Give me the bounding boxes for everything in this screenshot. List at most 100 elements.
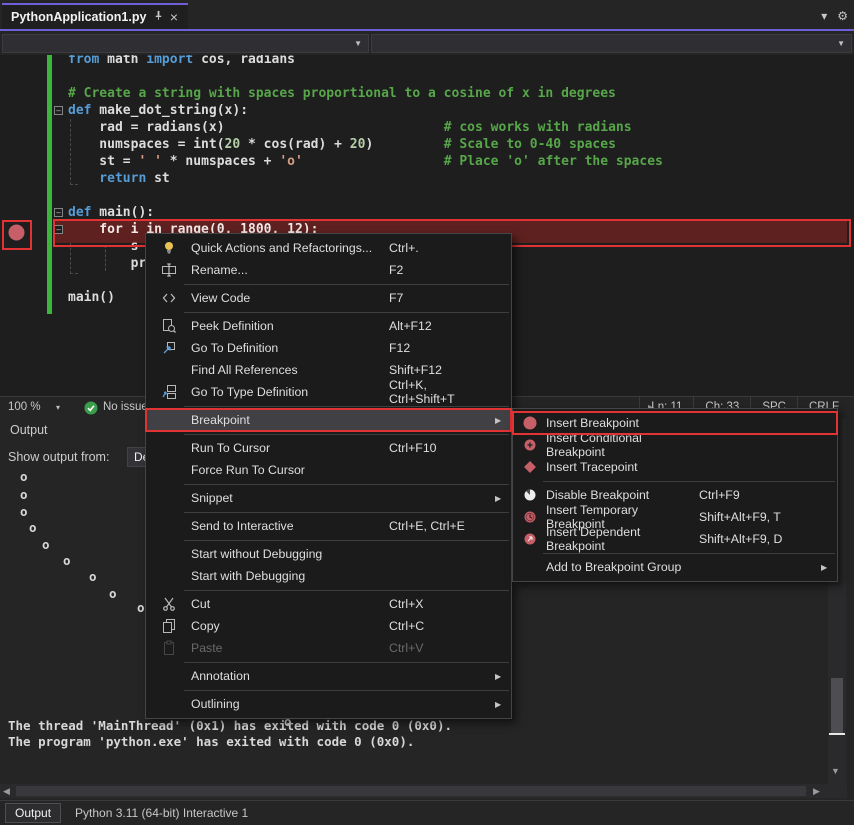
dependent-breakpoint-icon — [513, 531, 546, 547]
menu-item-label: Insert Temporary Breakpoint — [546, 503, 639, 531]
menu-item-peek-definition[interactable]: Peek Definition Alt+F12 — [146, 315, 511, 337]
settings-gear-icon[interactable]: ⚙ — [837, 9, 848, 23]
breakpoint-glyph[interactable] — [8, 224, 25, 241]
document-tab[interactable]: PythonApplication1.py × — [2, 3, 188, 29]
log-line: The thread 'MainThread' (0x1) has exited… — [8, 718, 453, 733]
menu-item-go-to-definition[interactable]: Go To Definition F12 — [146, 337, 511, 359]
submenu-arrow-icon: ▶ — [495, 699, 502, 709]
view-code-icon — [146, 290, 191, 306]
code-line: # Create a string with spaces proportion… — [68, 86, 616, 101]
outline-collapse-icon[interactable]: – — [54, 106, 63, 115]
menu-item-copy[interactable]: Copy Ctrl+C — [146, 615, 511, 637]
menu-item-rename[interactable]: Rename... F2 — [146, 259, 511, 281]
chevron-down-icon[interactable]: ▾ — [56, 403, 61, 412]
menu-item-label: View Code — [191, 291, 251, 305]
rename-icon — [146, 262, 191, 278]
indent-guide — [70, 273, 78, 274]
output-wave-char: o — [109, 586, 117, 601]
tab-python-interactive[interactable]: Python 3.11 (64-bit) Interactive 1 — [75, 806, 249, 820]
document-tab-strip: PythonApplication1.py × ▾ ⚙ — [0, 0, 854, 29]
menu-item-view-code[interactable]: View Code F7 — [146, 287, 511, 309]
code-line: pr — [68, 256, 147, 271]
tab-strip-controls: ▾ ⚙ — [821, 9, 848, 23]
menu-separator — [184, 433, 509, 435]
menu-item-snippet[interactable]: Snippet ▶ — [146, 487, 511, 509]
menu-item-annotation[interactable]: Annotation ▶ — [146, 665, 511, 687]
output-wave-char: o — [284, 714, 292, 729]
scroll-right-icon[interactable]: ▶ — [648, 403, 654, 412]
code-line: def main(): — [68, 205, 155, 220]
pin-icon[interactable] — [150, 8, 166, 26]
scroll-right-icon[interactable]: ▶ — [813, 786, 820, 796]
nav-type-dropdown[interactable]: ▼ — [2, 34, 369, 53]
outline-collapse-icon[interactable]: – — [54, 208, 63, 217]
editor-context-menu: Quick Actions and Refactorings... Ctrl+. R… — [145, 233, 512, 719]
output-horizontal-scrollbar[interactable]: ◀ ▶ — [0, 784, 847, 798]
paste-icon — [146, 640, 191, 656]
menu-item-send-to-interactive[interactable]: Send to Interactive Ctrl+E, Ctrl+E — [146, 515, 511, 537]
menu-item-cut[interactable]: Cut Ctrl+X — [146, 593, 511, 615]
output-log: The thread 'MainThread' (0x1) has exited… — [8, 718, 452, 750]
submenu-item-insert-breakpoint[interactable]: Insert Breakpoint — [512, 411, 838, 435]
submenu-item-insert-dependent-breakpoint[interactable]: Insert Dependent Breakpoint Shift+Alt+F9,… — [513, 525, 837, 553]
menu-item-label: Force Run To Cursor — [191, 463, 305, 477]
peek-definition-icon — [146, 318, 191, 334]
tab-list-chevron-icon[interactable]: ▾ — [821, 9, 828, 23]
submenu-arrow-icon: ▶ — [821, 562, 828, 572]
submenu-arrow-icon: ▶ — [495, 671, 502, 681]
annotation-breakpoint-glyph — [2, 220, 32, 250]
chevron-down-icon: ▼ — [837, 39, 845, 48]
menu-item-label: Go To Definition — [191, 341, 279, 355]
menu-item-start-without-debugging[interactable]: Start without Debugging — [146, 543, 511, 565]
menu-item-shortcut: Ctrl+F10 — [389, 441, 437, 455]
scrollbar-thumb[interactable] — [831, 678, 843, 733]
menu-item-go-to-type-definition[interactable]: Go To Type Definition Ctrl+K, Ctrl+Shift+… — [146, 378, 511, 406]
menu-item-label: Snippet — [191, 491, 233, 505]
chevron-down-icon: ▼ — [354, 39, 362, 48]
cut-icon — [146, 596, 191, 612]
code-line — [68, 68, 663, 85]
disable-breakpoint-icon — [513, 487, 546, 503]
menu-separator — [184, 405, 509, 407]
submenu-arrow-icon: ▶ — [495, 415, 502, 425]
menu-item-find-all-references[interactable]: Find All References Shift+F12 — [146, 359, 511, 381]
menu-item-quick-actions-and-refactorings[interactable]: Quick Actions and Refactorings... Ctrl+. — [146, 237, 511, 259]
menu-item-shortcut: F2 — [389, 263, 404, 277]
accent-divider — [0, 29, 854, 31]
menu-item-breakpoint[interactable]: Breakpoint ▶ — [145, 408, 512, 432]
submenu-item-disable-breakpoint[interactable]: Disable Breakpoint Ctrl+F9 — [513, 484, 837, 506]
scroll-left-icon[interactable]: ◀ — [3, 786, 10, 796]
close-icon[interactable]: × — [169, 9, 179, 25]
temporary-breakpoint-icon — [513, 509, 546, 525]
scroll-down-icon[interactable]: ▼ — [831, 766, 840, 776]
lightbulb-icon — [146, 240, 191, 256]
submenu-item-insert-tracepoint[interactable]: Insert Tracepoint — [513, 456, 837, 478]
menu-item-force-run-to-cursor[interactable]: Force Run To Cursor — [146, 459, 511, 481]
indent-guide — [105, 245, 106, 271]
submenu-arrow-icon: ▶ — [495, 493, 502, 503]
zoom-level[interactable]: 100 % — [8, 401, 41, 413]
nav-member-dropdown[interactable]: ▼ — [371, 34, 852, 53]
tab-output[interactable]: Output — [5, 803, 62, 823]
menu-item-label: Run To Cursor — [191, 441, 271, 455]
scrollbar-thumb[interactable] — [16, 786, 806, 796]
menu-item-label: Rename... — [191, 263, 248, 277]
submenu-item-insert-conditional-breakpoint[interactable]: Insert Conditional Breakpoint — [513, 431, 837, 459]
output-wave-char: o — [89, 569, 97, 584]
output-wave-char: o — [63, 553, 71, 568]
submenu-item-add-to-breakpoint-group[interactable]: Add to Breakpoint Group ▶ — [513, 556, 837, 578]
menu-item-label: Outlining — [191, 697, 240, 711]
submenu-item-insert-temporary-breakpoint[interactable]: Insert Temporary Breakpoint Shift+Alt+F9,… — [513, 503, 837, 531]
menu-item-run-to-cursor[interactable]: Run To Cursor Ctrl+F10 — [146, 437, 511, 459]
code-line: rad = radians(x) # cos works with radian… — [68, 120, 632, 135]
menu-item-label: Breakpoint — [191, 413, 250, 427]
menu-item-shortcut: F12 — [389, 341, 411, 355]
menu-item-outlining[interactable]: Outlining ▶ — [146, 693, 511, 715]
menu-separator — [184, 283, 509, 285]
menu-item-paste[interactable]: Paste Ctrl+V — [146, 637, 511, 659]
document-tab-title: PythonApplication1.py — [11, 10, 147, 24]
menu-item-shortcut: Ctrl+F9 — [699, 488, 740, 502]
output-wave-char: o — [29, 520, 37, 535]
menu-item-start-with-debugging[interactable]: Start with Debugging — [146, 565, 511, 587]
